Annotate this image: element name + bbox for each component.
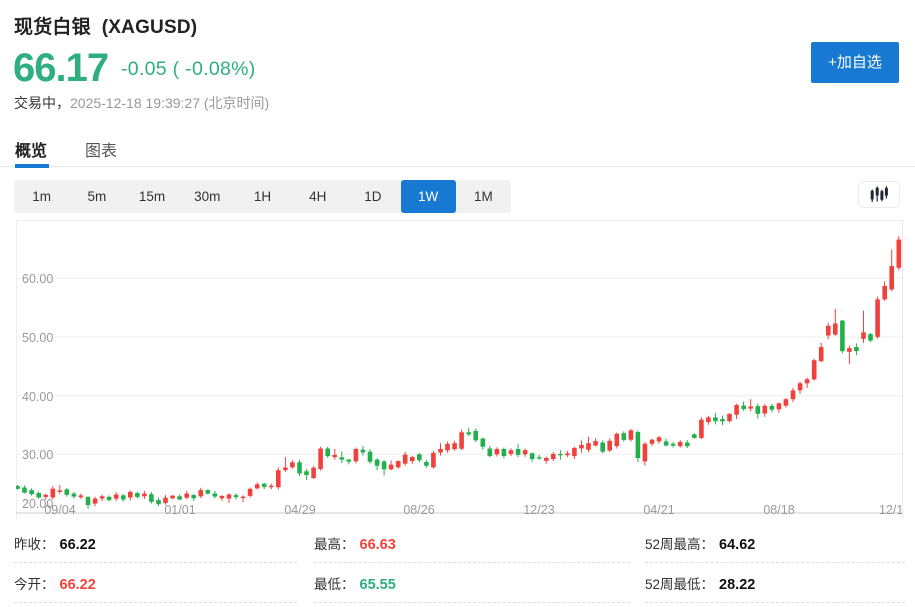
svg-text:04/21: 04/21 (643, 503, 674, 517)
svg-text:01/01: 01/01 (164, 503, 195, 517)
svg-text:08/18: 08/18 (763, 503, 794, 517)
svg-text:04/29: 04/29 (284, 503, 315, 517)
svg-text:30.00: 30.00 (22, 448, 53, 462)
svg-text:20.00: 20.00 (22, 497, 53, 511)
svg-text:12/23: 12/23 (523, 503, 554, 517)
svg-text:08/26: 08/26 (403, 503, 434, 517)
svg-text:09/04: 09/04 (44, 503, 75, 517)
svg-text:50.00: 50.00 (22, 331, 53, 345)
svg-text:40.00: 40.00 (22, 390, 53, 404)
svg-text:60.00: 60.00 (22, 272, 53, 286)
svg-text:12/15: 12/15 (879, 503, 910, 517)
